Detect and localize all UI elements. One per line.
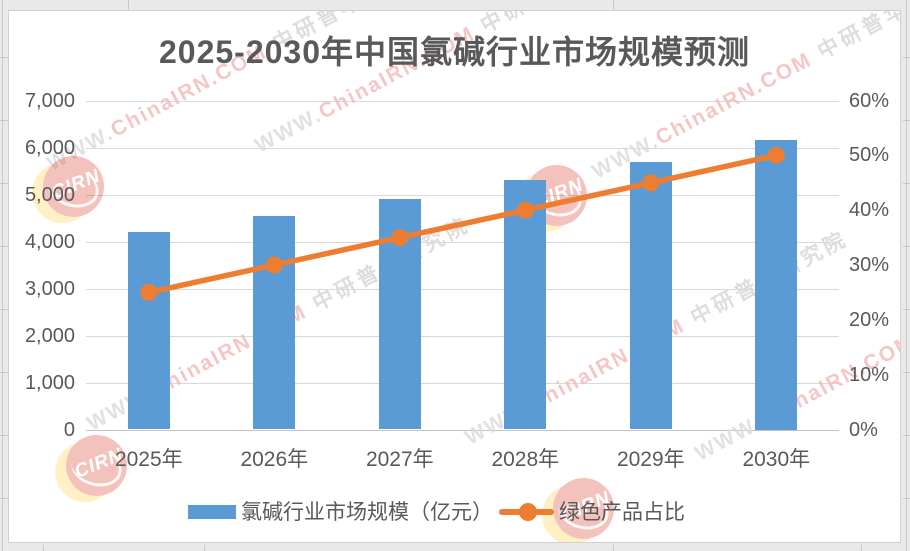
y-axis-left-tick-label: 5,000 — [24, 183, 75, 206]
bar-market-size[interactable] — [253, 215, 296, 430]
sheet-gridline — [903, 183, 910, 184]
bar-market-size[interactable] — [755, 139, 798, 430]
y-axis-right-tick-label: 10% — [849, 363, 890, 386]
bar-market-size[interactable] — [127, 232, 170, 430]
chart-area[interactable]: 2025-2030年中国氯碱行业市场规模预测 WWW.ChinaIRN.COM中… — [8, 10, 901, 543]
sheet-gridline — [204, 545, 205, 551]
grid-line — [86, 335, 839, 337]
sheet-gridline — [0, 183, 8, 184]
y-axis-left-tick-label: 1,000 — [24, 371, 75, 394]
legend-line-label: 绿色产品占比 — [559, 501, 685, 524]
grid-line — [86, 241, 839, 243]
y-axis-right-tick-label: 50% — [849, 144, 890, 167]
sheet-gridline — [903, 435, 910, 436]
sheet-gridline — [903, 57, 910, 58]
legend-bar-swatch[interactable] — [188, 505, 236, 519]
grid-line — [86, 429, 839, 431]
y-axis-left-tick-label: 4,000 — [24, 230, 75, 253]
grid-line — [86, 100, 839, 102]
x-axis-tick-label: 2026年 — [240, 448, 309, 471]
sheet-gridline — [2, 0, 3, 551]
legend-bar-label: 氯碱行业市场规模（亿元） — [241, 501, 493, 524]
grid-line — [86, 147, 839, 149]
sheet-gridline — [613, 0, 614, 10]
sheet-gridline — [903, 120, 910, 121]
y-axis-right-tick-label: 0% — [849, 418, 878, 441]
sheet-gridline — [903, 246, 910, 247]
y-axis-left-tick-label: 3,000 — [24, 277, 75, 300]
y-axis-right-tick-label: 20% — [849, 308, 890, 331]
sheet-gridline — [0, 435, 8, 436]
sheet-gridline — [0, 120, 8, 121]
x-axis-tick-label: 2030年 — [742, 448, 811, 471]
chart-title: 2025-2030年中国氯碱行业市场规模预测 — [158, 34, 751, 70]
y-axis-right-tick-label: 60% — [849, 89, 890, 112]
sheet-gridline — [43, 545, 44, 551]
sheet-gridline — [906, 0, 907, 551]
sheet-gridline — [0, 246, 8, 247]
bar-market-size[interactable] — [629, 161, 672, 430]
sheet-gridline — [0, 498, 8, 499]
sheet-gridline — [128, 0, 129, 10]
grid-line — [86, 288, 839, 290]
bar-market-size[interactable] — [504, 180, 547, 430]
sheet-gridline — [0, 372, 8, 373]
plot-area: 7,000 6,000 5,000 4,000 3,000 2,000 1,000 0 60% 5… — [9, 11, 900, 542]
x-axis-tick-label: 2025年 — [114, 448, 183, 471]
sheet-gridline — [0, 309, 8, 310]
sheet-gridline — [903, 309, 910, 310]
y-axis-left-tick-label: 7,000 — [24, 89, 75, 112]
grid-line — [86, 382, 839, 384]
sheet-gridline — [903, 498, 910, 499]
bar-market-size[interactable] — [378, 199, 421, 430]
y-axis-left-tick-label: 0 — [63, 418, 75, 441]
y-axis-right-tick-label: 40% — [849, 199, 890, 222]
grid-line — [86, 194, 839, 196]
legend-line-marker-icon — [519, 503, 537, 521]
y-axis-left-tick-label: 6,000 — [24, 136, 75, 159]
y-axis-left-tick-label: 2,000 — [24, 324, 75, 347]
sheet-gridline — [0, 57, 8, 58]
sheet-gridline — [613, 545, 614, 551]
x-axis-tick-label: 2028年 — [491, 448, 560, 471]
sheet-gridline — [861, 545, 862, 551]
y-axis-right-tick-label: 30% — [849, 254, 890, 276]
x-axis-tick-label: 2027年 — [365, 448, 434, 471]
x-axis-tick-label: 2029年 — [616, 448, 685, 471]
sheet-gridline — [903, 372, 910, 373]
